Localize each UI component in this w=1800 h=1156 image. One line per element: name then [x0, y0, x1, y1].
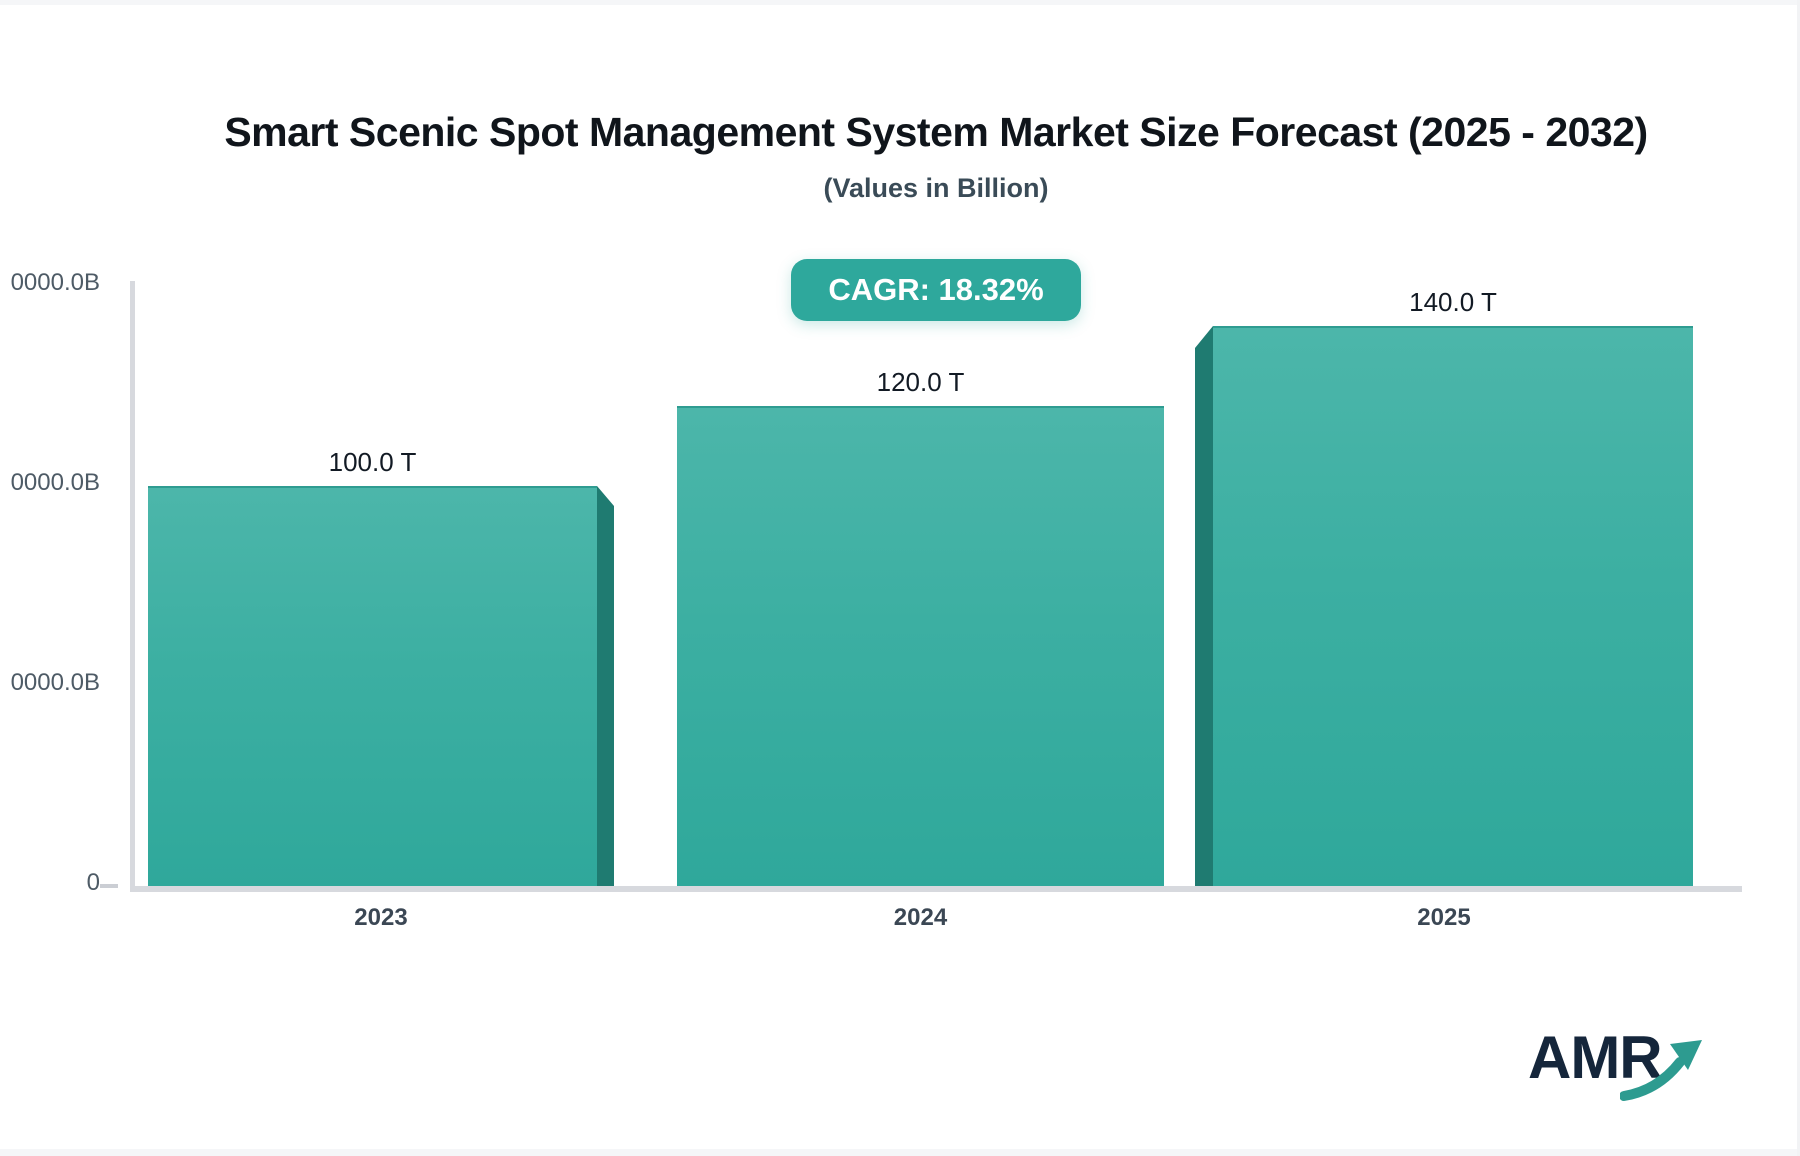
y-axis-tick-label: 0000.0B	[10, 269, 100, 296]
growth-arrow-icon	[1620, 1040, 1702, 1101]
card-top-edge	[0, 0, 1800, 5]
y-axis-tick-label: 0000.0B	[10, 669, 100, 696]
chart-subtitle: (Values in Billion)	[823, 173, 1049, 203]
y-axis-zero-tick	[100, 884, 118, 888]
bar-value-label: 120.0 T	[876, 367, 965, 397]
bar-2023	[148, 486, 597, 886]
cagr-badge: CAGR: 18.32%	[791, 259, 1081, 321]
x-axis-tick-label: 2024	[893, 904, 948, 931]
card-bottom-edge	[0, 1149, 1800, 1156]
card-right-edge	[1797, 0, 1800, 1156]
x-axis-tick-label: 2023	[354, 904, 408, 931]
amr-logo-text: AMR	[1528, 1024, 1663, 1091]
chart-header: Smart Scenic Spot Management System Mark…	[72, 108, 1800, 156]
bar-2025	[1213, 326, 1693, 886]
x-axis-line	[130, 886, 1742, 892]
bar-3d-side	[1195, 326, 1213, 886]
bar-3d-side	[597, 486, 614, 886]
y-axis-line	[130, 281, 135, 891]
chart-title: Smart Scenic Spot Management System Mark…	[224, 109, 1648, 155]
bar-value-label: 100.0 T	[328, 447, 417, 477]
x-axis-tick-label: 2025	[1417, 904, 1471, 931]
amr-logo: AMR	[1528, 1026, 1768, 1116]
chart-subheader: (Values in Billion)	[72, 170, 1800, 206]
y-axis-tick-label: 0000.0B	[10, 469, 100, 496]
bar-value-label: 140.0 T	[1409, 287, 1497, 317]
y-axis-tick-label: 0	[86, 869, 100, 896]
bar-2024	[677, 406, 1164, 886]
